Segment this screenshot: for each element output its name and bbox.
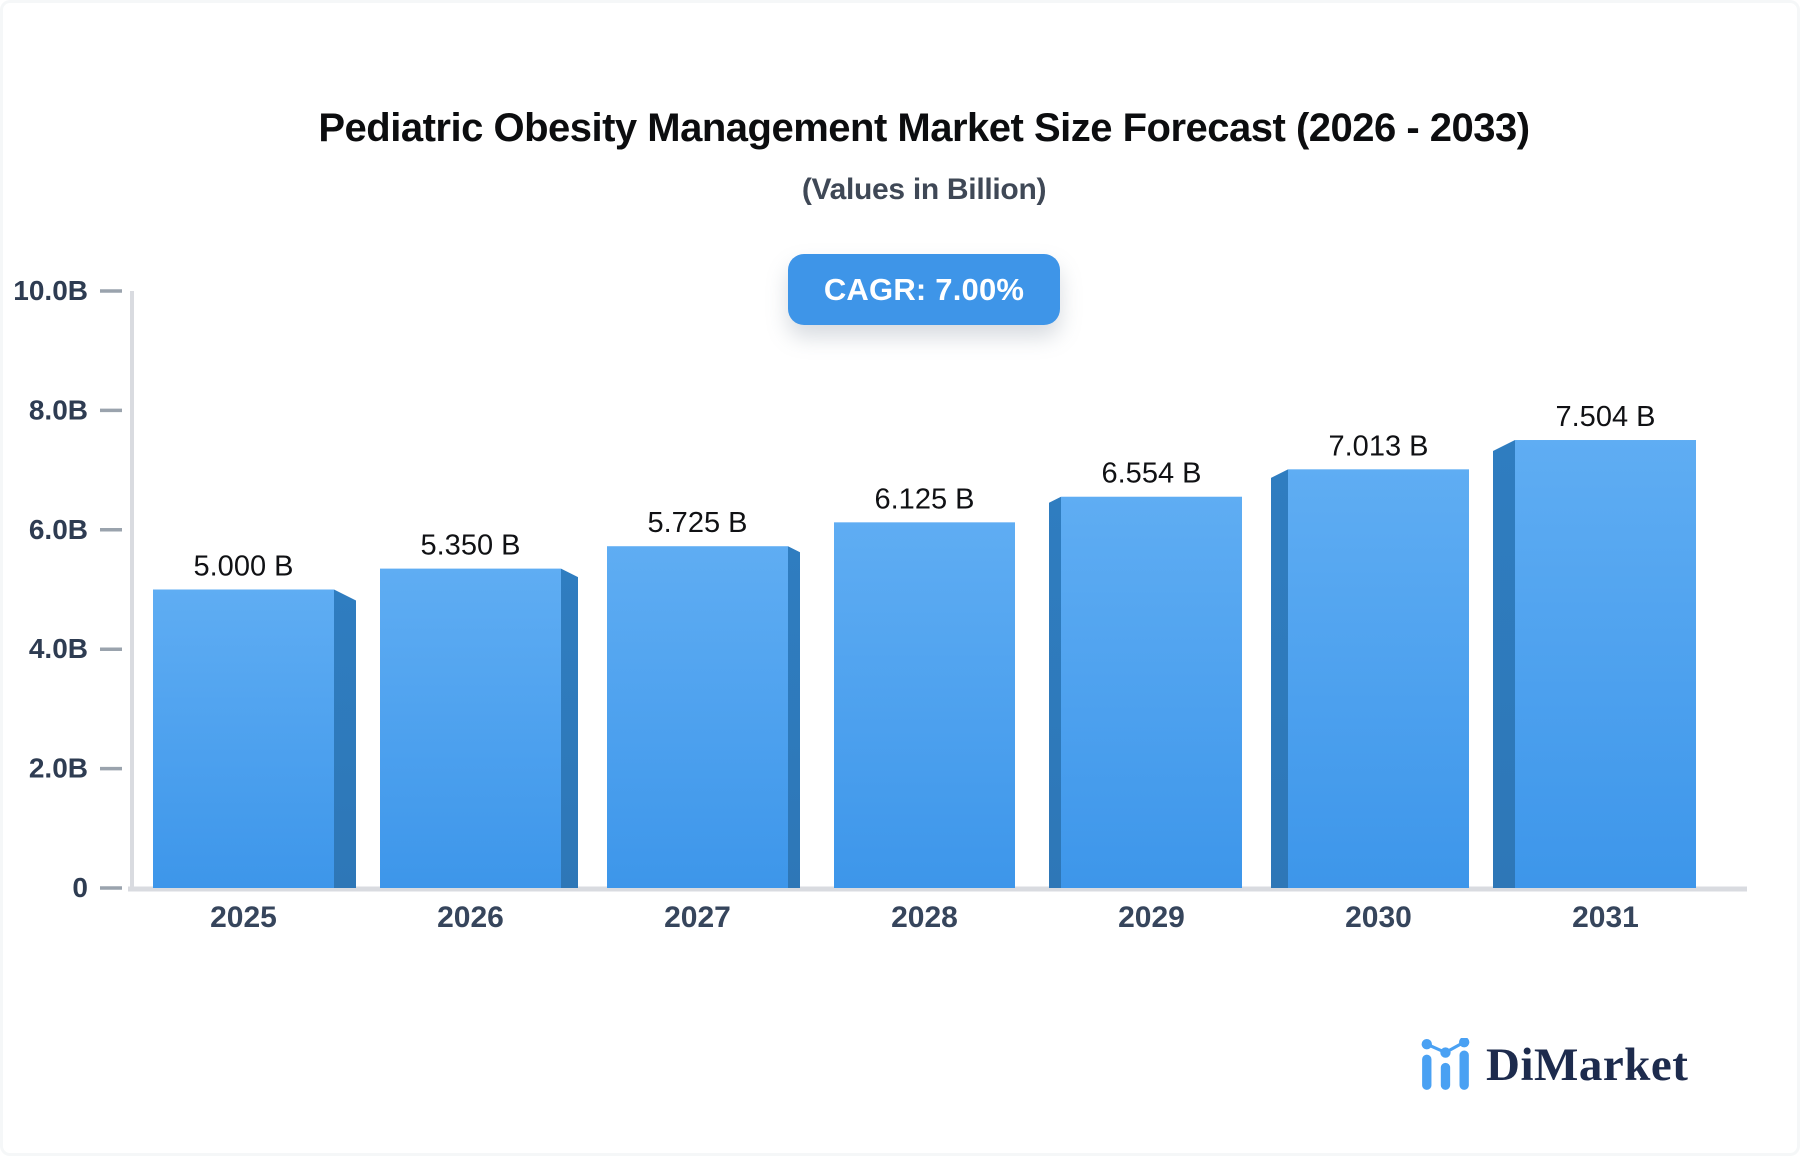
page-title: Pediatric Obesity Management Market Size… (318, 106, 1530, 150)
bar-2026 (380, 568, 561, 888)
bar-value-label-2026: 5.350 B (421, 530, 521, 562)
x-axis-label-2028: 2028 (891, 901, 958, 934)
brand-name: DiMarket (1486, 1039, 1689, 1091)
cagr-badge-label: CAGR: 7.00% (823, 271, 1025, 307)
bar-side-2025 (334, 589, 356, 888)
brand-logo: DiMarket (1420, 1038, 1688, 1092)
x-axis-label-2030: 2030 (1345, 901, 1412, 934)
x-axis-label-2029: 2029 (1118, 901, 1185, 934)
bar-side-2030 (1271, 469, 1288, 888)
x-axis-label-2027: 2027 (664, 901, 731, 934)
cagr-badge: CAGR: 7.00% (788, 254, 1060, 325)
bar-2027 (607, 546, 788, 888)
bar-side-2029 (1049, 496, 1061, 888)
bar-side-2027 (788, 546, 800, 888)
bar-2025 (153, 589, 334, 888)
bar-value-label-2027: 5.725 B (648, 507, 748, 539)
y-axis-tick-label: 8.0B (29, 394, 88, 425)
bar-value-label-2025: 5.000 B (194, 551, 294, 583)
y-axis-tick-label: 6.0B (29, 514, 88, 545)
bar-side-2026 (561, 568, 578, 888)
chart-header: Pediatric Obesity Management Market Size… (24, 0, 1800, 207)
bar-value-label-2030: 7.013 B (1329, 430, 1429, 462)
chart-subtitle: (Values in Billion) (801, 173, 1047, 206)
y-axis-tick-label: 2.0B (29, 753, 88, 784)
x-axis-label-2025: 2025 (210, 901, 277, 934)
bar-2028 (834, 522, 1015, 888)
bar-2029 (1061, 496, 1242, 888)
y-axis-tick-label: 0 (72, 872, 88, 903)
bar-value-label-2028: 6.125 B (875, 483, 975, 515)
y-axis-tick-label: 10.0B (13, 275, 88, 306)
bar-value-label-2031: 7.504 B (1556, 401, 1656, 433)
bar-line-chart-icon (1421, 1038, 1470, 1090)
bar-side-2031 (1493, 440, 1515, 888)
x-axis-label-2026: 2026 (437, 901, 504, 934)
bar-2030 (1288, 469, 1469, 888)
bar-2031 (1515, 440, 1696, 888)
x-axis-label-2031: 2031 (1572, 901, 1639, 934)
y-axis-tick-label: 4.0B (29, 633, 88, 664)
bar-value-label-2029: 6.554 B (1102, 458, 1202, 490)
